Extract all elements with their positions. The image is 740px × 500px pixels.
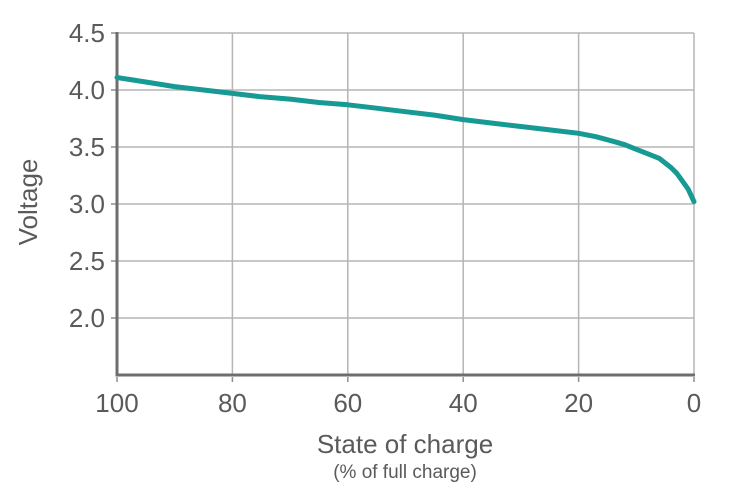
axes [115,32,695,377]
y-tick-label: 4.5 [69,18,105,48]
y-tick-label: 4.0 [69,75,105,105]
x-tick-label: 40 [449,388,478,418]
x-tick-label: 0 [687,388,701,418]
series [114,75,697,205]
x-tick-label: 100 [95,388,138,418]
tick-labels: 100 80 60 40 20 0 4.5 4.0 3.5 3.0 2.5 2.0 [69,18,701,418]
x-axis-title: State of charge [317,429,493,459]
y-tick-label: 2.0 [69,303,105,333]
y-tick-label: 3.5 [69,132,105,162]
x-tick-label: 80 [218,388,247,418]
x-tick-label: 60 [333,388,362,418]
battery-discharge-curve [114,75,697,205]
y-axis-title: Voltage [13,159,43,246]
tick-marks [111,32,695,382]
y-tick-label: 3.0 [69,189,105,219]
x-axis-subtitle: (% of full charge) [333,462,477,483]
x-tick-label: 20 [564,388,593,418]
gridlines [117,32,695,375]
y-tick-label: 2.5 [69,246,105,276]
